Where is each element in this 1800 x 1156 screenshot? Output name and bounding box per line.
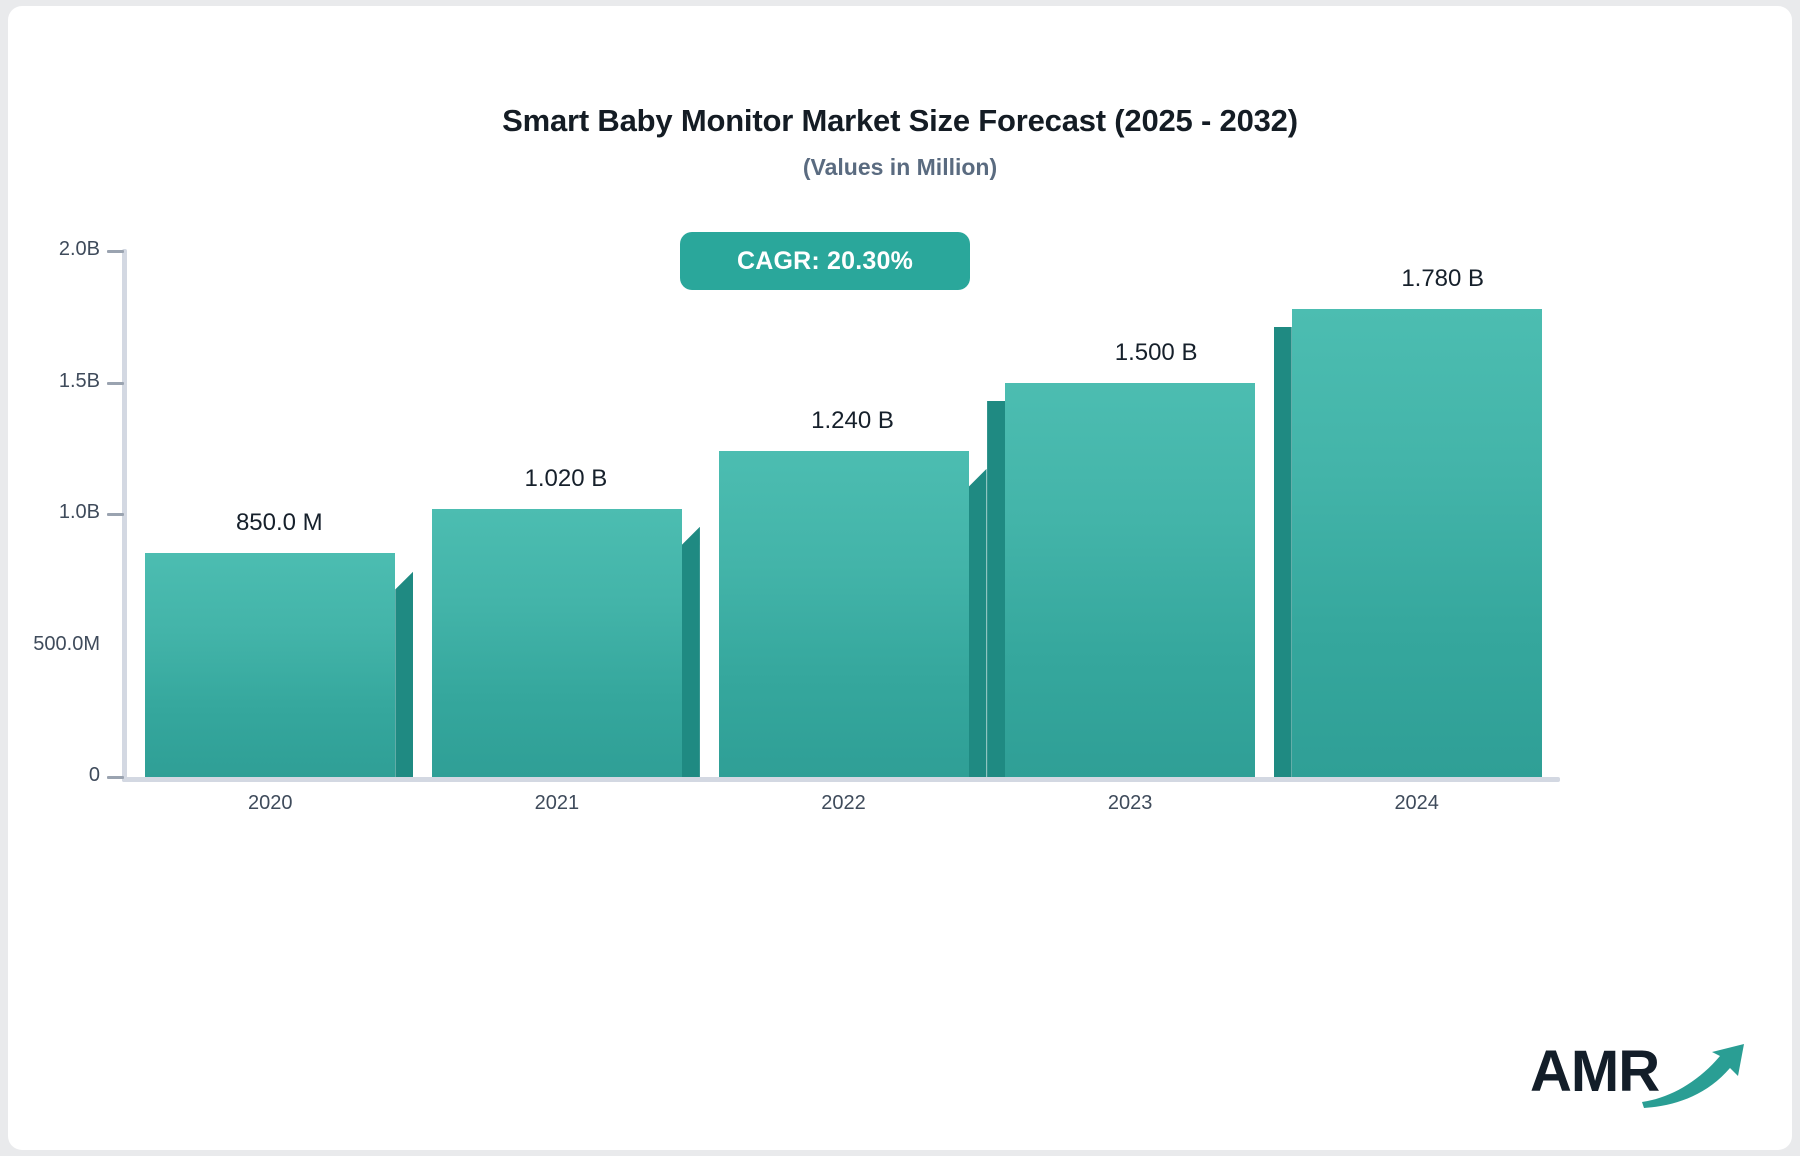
x-axis-tick-label: 2021 bbox=[534, 792, 580, 814]
bar-value-label: 1.020 B bbox=[524, 464, 608, 492]
bar-value-label: 1.780 B bbox=[1401, 264, 1485, 292]
y-axis-tick-mark bbox=[107, 250, 124, 253]
amr-logo-text: AMR bbox=[1530, 1039, 1660, 1104]
x-axis-tick-label: 2020 bbox=[248, 792, 293, 814]
amr-logo: AMR bbox=[1530, 1030, 1750, 1110]
bar-front-face bbox=[1005, 382, 1256, 777]
bar-value-label: 1.240 B bbox=[811, 406, 894, 434]
cagr-badge-label: CAGR: 20.30% bbox=[736, 246, 914, 275]
y-axis-tick-label: 1.5B bbox=[58, 369, 100, 392]
bar-side-face-left bbox=[1273, 326, 1292, 777]
y-axis-tick-mark bbox=[107, 776, 124, 779]
bar-front-face bbox=[1291, 308, 1542, 777]
bar-front-face bbox=[145, 553, 396, 777]
bar[interactable] bbox=[1273, 308, 1542, 777]
x-axis-tick-label: 2022 bbox=[821, 792, 866, 814]
bar-chart-plot: 0 500.0M 1.0B 1.5B 2.0B 850.0 M 1.020 B 1.240 … bbox=[8, 6, 1792, 1150]
bar[interactable] bbox=[987, 382, 1256, 777]
bar-front-face bbox=[718, 450, 969, 777]
y-axis-tick-label: 0 bbox=[88, 764, 100, 786]
x-axis-line bbox=[122, 777, 1560, 782]
bar[interactable] bbox=[718, 450, 987, 777]
chart-subtitle: (Values in Million) bbox=[802, 154, 998, 180]
y-axis-tick-label: 2.0B bbox=[58, 238, 100, 260]
x-axis-tick-label: 2023 bbox=[1107, 792, 1153, 814]
bar-side-face-right bbox=[395, 571, 414, 777]
y-axis-tick-label: 1.0B bbox=[58, 501, 100, 523]
y-axis-line bbox=[122, 249, 127, 782]
x-axis-tick-label: 2024 bbox=[1394, 792, 1439, 814]
growth-arrow-icon bbox=[1642, 1044, 1744, 1108]
y-axis-tick-label: 500.0M bbox=[33, 632, 100, 655]
page-title: Smart Baby Monitor Market Size Forecast … bbox=[502, 103, 1298, 138]
bar-value-label: 850.0 M bbox=[235, 509, 323, 537]
y-axis-tick-mark bbox=[107, 381, 124, 385]
bar[interactable] bbox=[145, 553, 414, 777]
bar-value-label: 1.500 B bbox=[1114, 338, 1198, 366]
chart-card: Smart Baby Monitor Market Size Forecast … bbox=[8, 6, 1792, 1150]
y-axis-tick-mark bbox=[107, 513, 124, 516]
bar[interactable] bbox=[431, 508, 700, 777]
bar-side-face-right bbox=[681, 526, 700, 777]
bar-side-face-left bbox=[987, 400, 1006, 777]
bar-side-face-right bbox=[968, 468, 987, 777]
cagr-badge: CAGR: 20.30% bbox=[680, 232, 970, 290]
bar-front-face bbox=[431, 508, 682, 777]
